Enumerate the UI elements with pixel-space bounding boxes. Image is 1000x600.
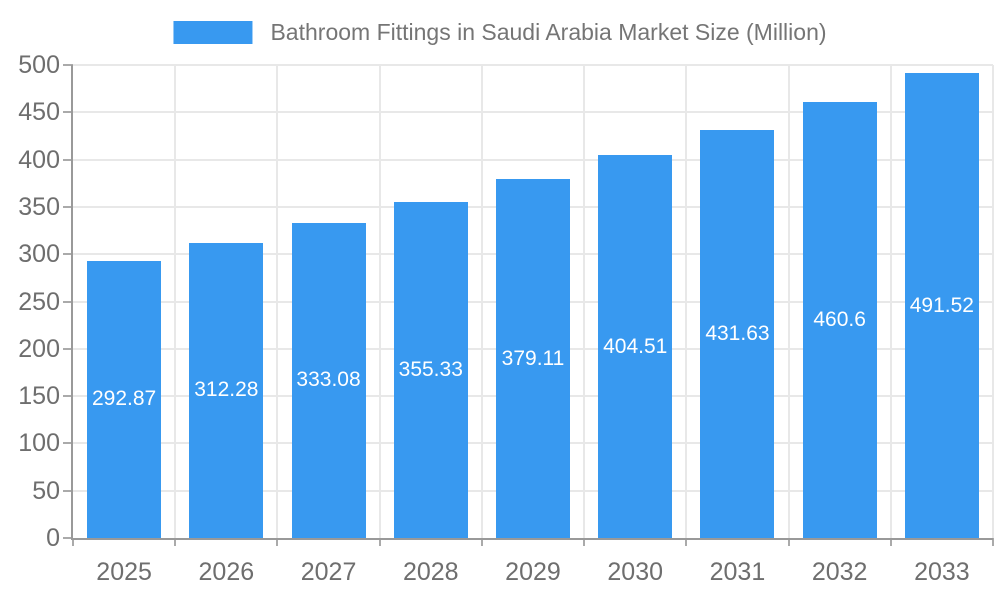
y-axis-tick-label: 50 bbox=[32, 476, 60, 505]
y-axis-tick-label: 300 bbox=[18, 240, 60, 269]
bar bbox=[700, 129, 775, 538]
x-tick-mark bbox=[378, 538, 381, 546]
y-tick-mark bbox=[63, 64, 73, 66]
x-axis-category-label: 2027 bbox=[300, 558, 357, 586]
y-gridline bbox=[73, 64, 993, 66]
y-tick-mark bbox=[63, 253, 73, 256]
bar bbox=[189, 242, 264, 538]
x-tick-mark bbox=[889, 538, 892, 546]
x-gridline bbox=[276, 65, 279, 538]
x-tick-mark bbox=[685, 538, 688, 546]
y-tick-mark bbox=[63, 347, 73, 350]
bar bbox=[802, 102, 877, 538]
y-axis-line bbox=[71, 65, 73, 538]
x-tick-mark bbox=[992, 538, 994, 546]
x-axis-category-label: 2025 bbox=[96, 558, 152, 586]
bar-value-label: 292.87 bbox=[91, 387, 157, 411]
y-axis-tick-label: 200 bbox=[18, 334, 60, 363]
x-gridline bbox=[787, 65, 790, 538]
x-gridline bbox=[583, 65, 586, 538]
y-axis-tick-label: 400 bbox=[18, 145, 60, 174]
y-tick-mark bbox=[63, 537, 73, 539]
y-tick-mark bbox=[63, 111, 73, 114]
x-gridline bbox=[378, 65, 381, 538]
x-tick-mark bbox=[72, 538, 74, 546]
bar bbox=[87, 260, 162, 538]
bar bbox=[496, 179, 570, 538]
x-gridline bbox=[480, 65, 483, 538]
y-axis-tick-label: 100 bbox=[18, 429, 60, 458]
x-tick-mark bbox=[787, 538, 790, 546]
y-tick-mark bbox=[63, 300, 73, 303]
bar-value-label: 491.52 bbox=[909, 293, 974, 317]
x-gridline bbox=[685, 65, 688, 538]
x-axis-category-label: 2028 bbox=[402, 558, 459, 586]
bar-value-label: 431.63 bbox=[705, 321, 770, 345]
x-axis-category-label: 2029 bbox=[505, 558, 561, 586]
legend-swatch bbox=[173, 21, 253, 44]
x-axis-line bbox=[71, 538, 993, 540]
bar-value-label: 404.51 bbox=[603, 334, 668, 358]
bar-value-label: 355.33 bbox=[398, 357, 463, 381]
x-tick-mark bbox=[480, 538, 483, 546]
bar bbox=[904, 73, 979, 538]
y-gridline bbox=[73, 111, 993, 114]
x-gridline bbox=[992, 65, 994, 538]
x-tick-mark bbox=[583, 538, 586, 546]
y-tick-mark bbox=[63, 395, 73, 398]
bar bbox=[598, 155, 673, 538]
y-tick-mark bbox=[63, 205, 73, 208]
y-axis-tick-label: 350 bbox=[18, 192, 60, 221]
y-axis-tick-label: 0 bbox=[46, 524, 60, 552]
bar bbox=[393, 201, 468, 538]
y-gridline bbox=[73, 158, 993, 161]
y-tick-mark bbox=[63, 158, 73, 161]
y-tick-mark bbox=[63, 489, 73, 492]
bar-value-label: 460.6 bbox=[813, 308, 866, 332]
y-axis-tick-label: 450 bbox=[18, 98, 60, 127]
bar-value-label: 379.11 bbox=[501, 346, 565, 370]
legend-label: Bathroom Fittings in Saudi Arabia Market… bbox=[270, 19, 827, 45]
x-gridline bbox=[174, 65, 177, 538]
x-axis-category-label: 2033 bbox=[914, 558, 970, 586]
x-axis-category-label: 2032 bbox=[811, 558, 868, 586]
x-axis-category-label: 2030 bbox=[607, 558, 664, 586]
y-axis-tick-label: 250 bbox=[18, 287, 60, 316]
x-tick-mark bbox=[174, 538, 177, 546]
x-gridline bbox=[889, 65, 892, 538]
bar bbox=[291, 222, 366, 538]
legend[interactable]: Bathroom Fittings in Saudi Arabia Market… bbox=[173, 19, 827, 46]
x-axis-category-label: 2031 bbox=[709, 558, 766, 586]
bar-value-label: 312.28 bbox=[194, 378, 259, 402]
y-axis-tick-label: 500 bbox=[18, 51, 60, 79]
x-axis-category-label: 2026 bbox=[198, 558, 255, 586]
y-axis-tick-label: 150 bbox=[18, 382, 60, 411]
bar-value-label: 333.08 bbox=[296, 368, 361, 392]
x-tick-mark bbox=[276, 538, 279, 546]
y-tick-mark bbox=[63, 442, 73, 445]
